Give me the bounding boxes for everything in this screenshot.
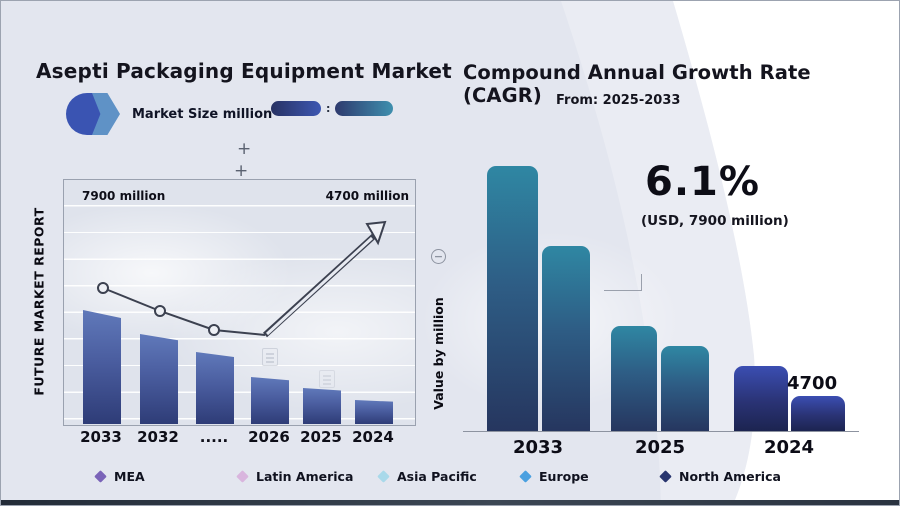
cagr-bar-2033-1 (487, 166, 538, 431)
year-label-2033: 2033 (80, 428, 122, 446)
pill-icon (271, 101, 321, 116)
legend-label: MEA (114, 469, 145, 484)
diamond-icon (94, 470, 107, 483)
region-legend: MEA Latin America Asia Pacific Europe North … (1, 469, 899, 493)
plus-icon: + (237, 139, 252, 159)
cagr-year-label-2025: 2025 (634, 437, 686, 458)
value-axis-label: Value by million (430, 297, 446, 410)
legend-label: Latin America (256, 469, 354, 484)
legend-item-north-america: North America (659, 469, 781, 484)
plus-icon: + (234, 161, 249, 181)
year-label-2024: 2024 (352, 428, 394, 446)
chart-value-7900: 7900 million (82, 189, 166, 203)
legend-item-mea: MEA (94, 469, 145, 484)
market-size-badge: Market Size million (66, 93, 272, 135)
cagr-subtitle: From: 2025-2033 (556, 93, 681, 108)
cagr-bar-2025-1 (611, 326, 657, 431)
market-size-bar-2033 (83, 310, 121, 424)
cagr-year-label-2033: 2033 (512, 437, 564, 458)
clipboard-watermark-icon (319, 370, 335, 388)
year-label-.....: ..... (199, 428, 229, 446)
legend-label: North America (679, 469, 781, 484)
cagr-bar-2025-2 (661, 346, 709, 431)
cagr-bar-2024-2 (791, 396, 845, 431)
capsule-icon (66, 93, 120, 135)
cagr-bar-label: 4700 (787, 373, 838, 394)
step-line-decoration (604, 274, 642, 291)
legend-item-asia-pacific: Asia Pacific (377, 469, 477, 484)
left-chart-years: 2033 2032..... 2026 2025 2024 (63, 428, 416, 446)
legend-label: Europe (539, 469, 589, 484)
pill-icon (335, 101, 394, 116)
legend-item-latin-america: Latin America (236, 469, 354, 484)
diamond-icon (377, 470, 390, 483)
diamond-icon (236, 470, 249, 483)
diamond-icon (519, 470, 532, 483)
cagr-note: (USD, 7900 million) (641, 213, 789, 229)
minus-circle-icon: − (431, 249, 446, 264)
year-label-2025: 2025 (300, 428, 342, 446)
year-label-2026: 2026 (248, 428, 290, 446)
trend-line-overlay (97, 220, 387, 338)
bottom-edge-strip (1, 500, 899, 505)
market-size-bar-2025 (303, 388, 341, 424)
market-size-label: Market Size million (132, 106, 273, 122)
market-size-chart: 7900 million 4700 million (63, 179, 416, 426)
cagr-bar-2024-1 (734, 366, 788, 431)
left-watermark: FUTURE MARKET REPORT (31, 206, 47, 396)
cagr-title: Compound Annual Growth Rate (CAGR) (463, 61, 811, 107)
page-title: Asepti Packaging Equipment Market (36, 59, 452, 83)
cagr-baseline (463, 431, 859, 433)
cagr-value: 6.1% (645, 159, 760, 205)
cagr-year-label-2024: 2024 (763, 437, 815, 458)
market-size-bar-..... (196, 352, 234, 424)
legend-item-europe: Europe (519, 469, 589, 484)
year-label-2032: 2032 (137, 428, 179, 446)
legend-label: Asia Pacific (397, 469, 477, 484)
diamond-icon (659, 470, 672, 483)
ratio-pills-decoration: : (271, 101, 394, 116)
cagr-chart (463, 166, 863, 431)
chart-value-4700: 4700 million (325, 189, 409, 203)
market-size-bar-2026 (251, 377, 289, 424)
cagr-bar-2033-2 (542, 246, 590, 431)
market-size-bar-2024 (355, 400, 393, 424)
clipboard-watermark-icon (262, 348, 278, 366)
market-size-bar-2032 (140, 334, 178, 424)
